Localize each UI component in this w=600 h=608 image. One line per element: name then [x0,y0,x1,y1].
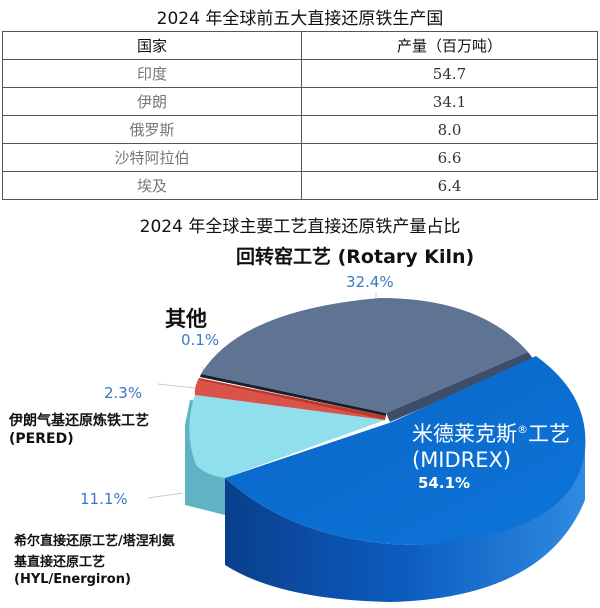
country-cell: 印度 [2,59,302,88]
country-cell: 埃及 [2,171,302,200]
slice-midrex [225,356,586,545]
table-row: 俄罗斯 8.0 [2,115,598,144]
table-row: 埃及 6.4 [2,171,598,200]
slice-other [200,374,386,416]
label-other-name: 其他 [165,307,207,331]
leader-line-hyl [147,492,184,499]
label-pered-name2: (PERED) [9,431,74,447]
label-midrex-text2: 工艺 [528,422,570,446]
slice-rotary-edge [386,352,534,422]
producers-table: 国家 产量（百万吨） 印度 54.7 伊朗 34.1 俄罗斯 8.0 沙特阿拉伯… [2,31,598,200]
leader-line-pered [157,383,196,389]
label-hyl-name2: 基直接还原工艺 [14,555,106,570]
slice-pered [194,380,385,420]
label-midrex-name3: (MIDREX) [412,448,512,472]
table-header-row: 国家 产量（百万吨） [2,31,598,60]
value-cell: 6.6 [301,143,598,172]
label-hyl-name3: (HYL/Energiron) [14,572,131,587]
table-row: 伊朗 34.1 [2,87,598,116]
value-cell: 6.4 [301,171,598,200]
label-midrex-text: 米德莱克斯 [412,422,517,446]
value-cell: 8.0 [301,115,598,144]
table-row: 印度 54.7 [2,59,598,88]
label-hyl-pct: 11.1% [80,490,128,508]
slice-hyl [189,395,385,478]
label-midrex-pct: 54.1% [418,474,471,492]
label-pered-pct: 2.3% [104,384,143,402]
label-rotary-pct: 32.4% [346,273,394,291]
header-output: 产量（百万吨） [301,31,598,60]
table-title: 2024 年全球前五大直接还原铁生产国 [156,9,444,29]
label-rotary-name: 回转窑工艺 (Rotary Kiln) [236,246,475,268]
country-cell: 俄罗斯 [2,115,302,144]
slice-rotary [201,298,528,413]
label-other-pct: 0.1% [181,331,220,349]
slice-midrex-side [225,440,585,602]
label-midrex-name1: 米德莱克斯®工艺 [412,418,570,448]
value-cell: 54.7 [301,59,598,88]
pie-title: 2024 年全球主要工艺直接还原铁产量占比 [139,217,461,237]
slice-pered-edge [198,378,386,420]
registered-mark: ® [517,423,528,436]
label-pered-name1: 伊朗气基还原炼铁工艺 [9,413,149,429]
label-hyl-name1: 希尔直接还原工艺/塔涅利氨 [14,534,175,549]
header-country: 国家 [2,31,302,60]
